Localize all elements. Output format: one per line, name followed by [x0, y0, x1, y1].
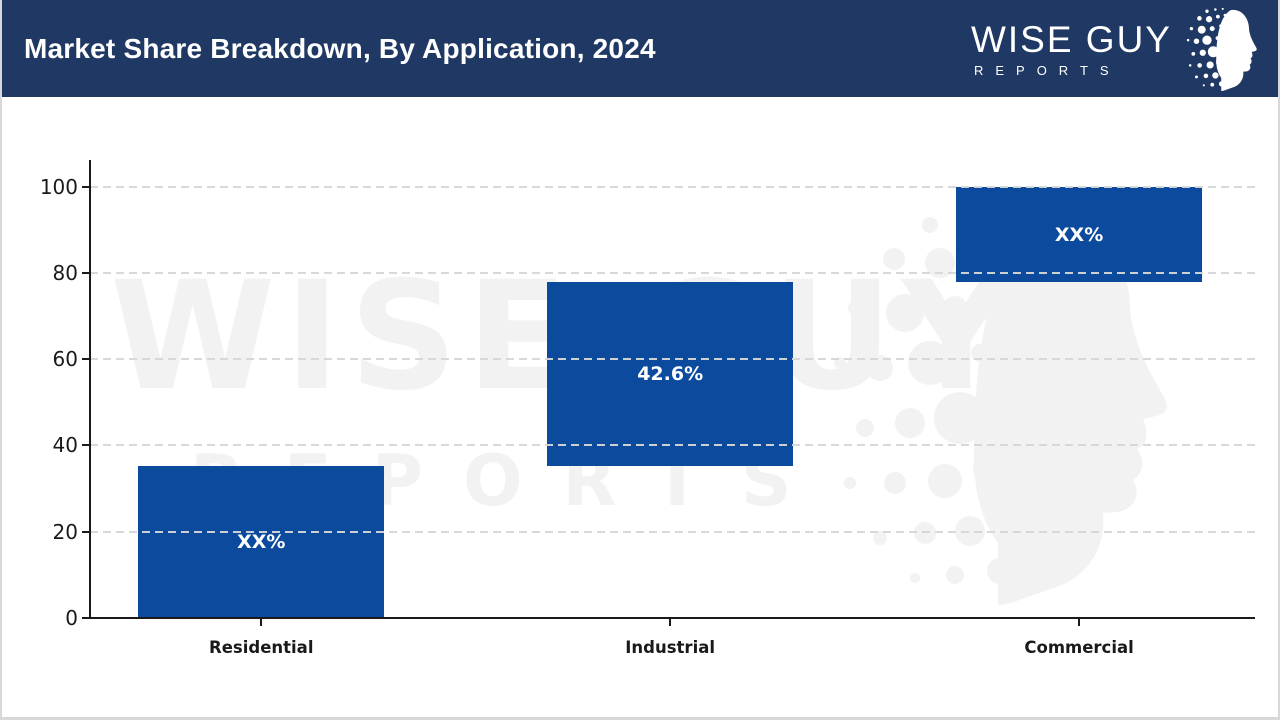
- x-tick-commercial: [1078, 619, 1081, 626]
- brand-logo: WISE GUY REPORTS: [971, 4, 1264, 94]
- brand-logo-text: WISE GUY REPORTS: [970, 19, 1172, 79]
- y-tick-label-80: 80: [52, 260, 78, 285]
- bar-value-label: XX%: [237, 531, 286, 554]
- bar-value-label: XX%: [1054, 223, 1104, 246]
- gridline-y60: [90, 358, 1255, 361]
- y-tick-label-100: 100: [39, 174, 78, 199]
- bar-commercial: XX%: [956, 186, 1203, 283]
- header-bar: Market Share Breakdown, By Application, …: [2, 0, 1278, 97]
- chart-title: Market Share Breakdown, By Application, …: [24, 33, 656, 64]
- y-tick-label-60: 60: [52, 347, 78, 372]
- y-tick-40: [82, 444, 89, 447]
- y-tick-20: [82, 530, 89, 533]
- gridline-y80: [90, 271, 1255, 274]
- bar-residential: XX%: [138, 466, 385, 618]
- bar-industrial: 42.6%: [547, 282, 794, 467]
- y-tick-60: [82, 358, 89, 361]
- gridline-y100: [90, 185, 1255, 188]
- y-axis-line: [89, 160, 91, 619]
- brand-name-text: WISE GUY: [970, 19, 1172, 60]
- gridline-y20: [90, 530, 1255, 533]
- y-tick-label-0: 0: [65, 606, 78, 630]
- y-tick-label-40: 40: [52, 433, 78, 458]
- y-tick-label-20: 20: [52, 519, 78, 544]
- x-tick-residential: [260, 619, 263, 626]
- y-tick-80: [82, 271, 89, 274]
- y-tick-100: [82, 185, 89, 188]
- gridline-y40: [90, 444, 1255, 447]
- x-label-residential: Residential: [209, 638, 314, 657]
- y-tick-0: [82, 617, 89, 619]
- bar-value-label: 42.6%: [637, 363, 704, 386]
- x-label-industrial: Industrial: [625, 638, 716, 657]
- brand-subtitle-text: REPORTS: [973, 63, 1121, 78]
- x-label-commercial: Commercial: [1024, 638, 1134, 657]
- brand-dotted-face-icon: [1186, 7, 1257, 91]
- x-axis-line: [90, 617, 1255, 619]
- x-tick-industrial: [669, 619, 672, 626]
